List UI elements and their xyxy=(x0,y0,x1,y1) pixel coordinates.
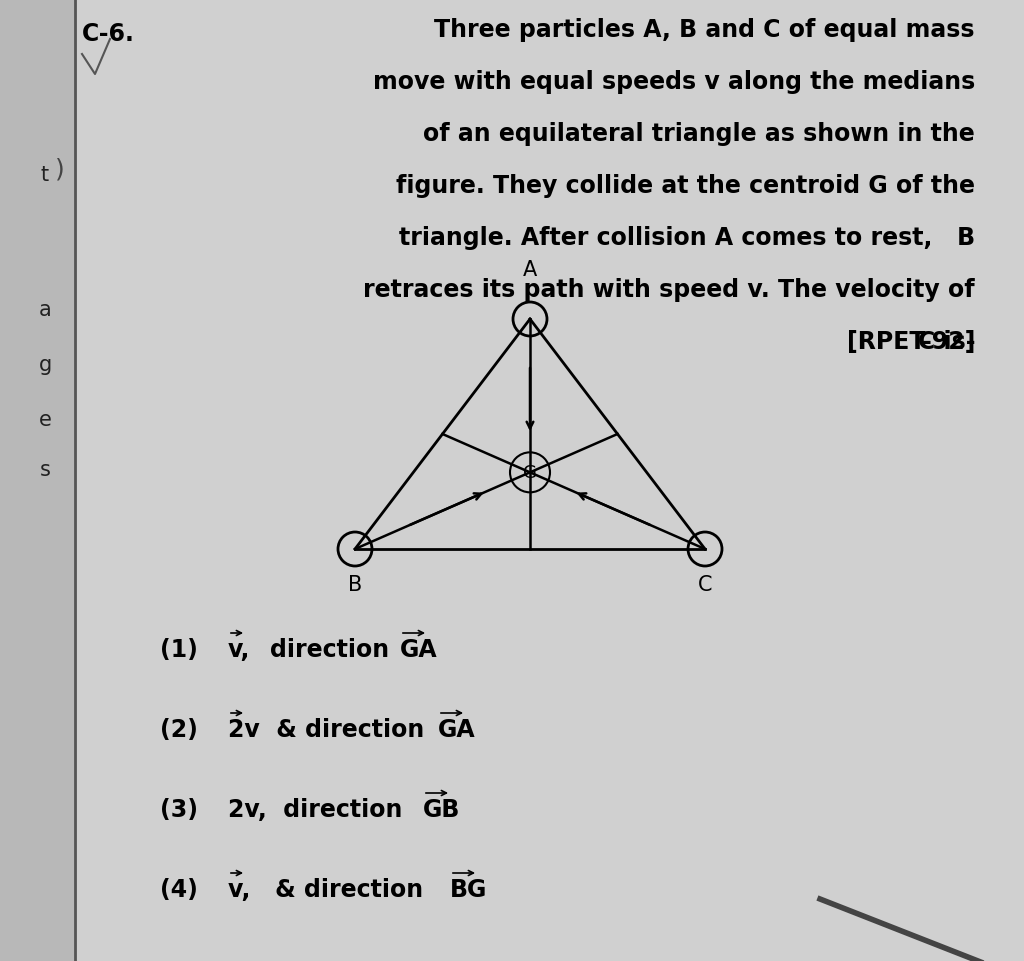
Text: g: g xyxy=(38,355,51,375)
Text: direction: direction xyxy=(270,637,389,661)
Text: t: t xyxy=(41,165,49,185)
Bar xyxy=(0,0,75,961)
Text: 2v  & direction: 2v & direction xyxy=(228,717,424,741)
Text: of an equilateral triangle as shown in the: of an equilateral triangle as shown in t… xyxy=(423,122,975,146)
Text: ): ) xyxy=(55,158,65,182)
Text: A: A xyxy=(523,259,538,280)
Text: v,: v, xyxy=(228,637,251,661)
Text: (4): (4) xyxy=(160,877,198,901)
Text: 2v,  direction: 2v, direction xyxy=(228,798,402,821)
Text: BG: BG xyxy=(450,877,487,901)
Text: move with equal speeds v along the medians: move with equal speeds v along the media… xyxy=(373,70,975,94)
Text: C: C xyxy=(697,575,713,595)
Text: figure. They collide at the centroid G of the: figure. They collide at the centroid G o… xyxy=(396,174,975,198)
Text: C is-: C is- xyxy=(918,330,975,354)
Text: GA: GA xyxy=(438,717,475,741)
Text: GB: GB xyxy=(423,798,461,821)
Text: s: s xyxy=(40,459,50,480)
Text: B: B xyxy=(348,575,362,595)
Text: Three particles A, B and C of equal mass: Three particles A, B and C of equal mass xyxy=(434,18,975,42)
Text: (2): (2) xyxy=(160,717,198,741)
Text: (3): (3) xyxy=(160,798,198,821)
Text: retraces its path with speed v. The velocity of: retraces its path with speed v. The velo… xyxy=(364,278,975,302)
Text: e: e xyxy=(39,409,51,430)
Text: G: G xyxy=(523,464,537,481)
Text: [RPET-92]: [RPET-92] xyxy=(847,330,975,354)
Text: (1): (1) xyxy=(160,637,198,661)
Text: v,   & direction: v, & direction xyxy=(228,877,423,901)
Text: GA: GA xyxy=(400,637,437,661)
Text: triangle. After collision A comes to rest,   B: triangle. After collision A comes to res… xyxy=(399,226,975,250)
Text: C-6.: C-6. xyxy=(82,22,135,46)
Text: a: a xyxy=(39,300,51,320)
